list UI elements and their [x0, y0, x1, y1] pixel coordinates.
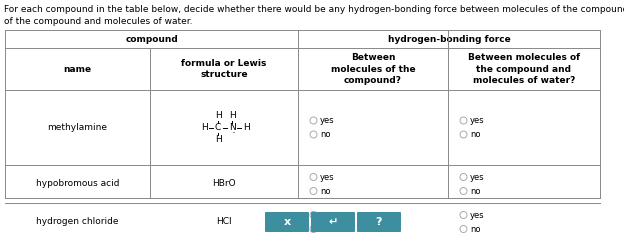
- Text: C: C: [215, 123, 221, 132]
- Text: hydrogen chloride: hydrogen chloride: [36, 218, 119, 227]
- Text: H: H: [201, 123, 207, 132]
- Text: yes: yes: [320, 116, 334, 125]
- Text: no: no: [470, 130, 480, 139]
- Text: no: no: [320, 224, 331, 233]
- Text: formula or Lewis
structure: formula or Lewis structure: [182, 59, 266, 79]
- Text: no: no: [320, 130, 331, 139]
- Text: no: no: [470, 224, 480, 233]
- Text: hypobromous acid: hypobromous acid: [36, 180, 119, 189]
- Text: HCl: HCl: [216, 218, 232, 227]
- FancyBboxPatch shape: [265, 212, 309, 232]
- Text: ↵: ↵: [328, 217, 338, 227]
- Text: ··: ··: [231, 129, 235, 138]
- Text: yes: yes: [470, 173, 485, 181]
- Text: Between molecules of
the compound and
molecules of water?: Between molecules of the compound and mo…: [468, 53, 580, 84]
- Text: HBrO: HBrO: [212, 180, 236, 189]
- Text: For each compound in the table below, decide whether there would be any hydrogen: For each compound in the table below, de…: [4, 5, 624, 26]
- Text: methylamine: methylamine: [47, 123, 107, 132]
- Text: H: H: [215, 111, 222, 120]
- FancyBboxPatch shape: [311, 212, 355, 232]
- Text: name: name: [64, 64, 92, 73]
- Text: no: no: [320, 186, 331, 195]
- Text: x: x: [283, 217, 291, 227]
- Text: Between
molecules of the
compound?: Between molecules of the compound?: [331, 53, 416, 84]
- Text: yes: yes: [470, 211, 485, 219]
- Text: H: H: [215, 135, 222, 144]
- Text: H: H: [228, 111, 235, 120]
- Text: yes: yes: [320, 173, 334, 181]
- Text: N: N: [228, 123, 235, 132]
- Text: yes: yes: [320, 211, 334, 219]
- Text: ?: ?: [376, 217, 383, 227]
- Text: no: no: [470, 186, 480, 195]
- FancyBboxPatch shape: [357, 212, 401, 232]
- Text: compound: compound: [125, 34, 178, 43]
- Text: H: H: [243, 123, 250, 132]
- Text: hydrogen-bonding force: hydrogen-bonding force: [388, 34, 510, 43]
- Text: yes: yes: [470, 116, 485, 125]
